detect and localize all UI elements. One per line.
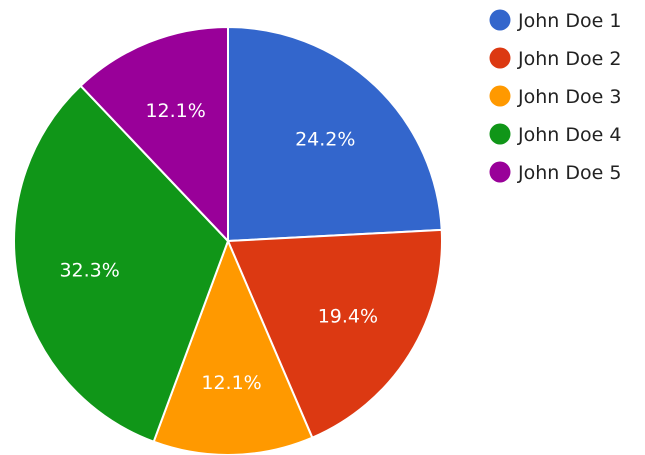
legend-swatch-4 — [489, 123, 511, 145]
legend-item-2[interactable]: John Doe 2 — [489, 47, 622, 71]
slice-percent-label-3: 12.1% — [201, 372, 261, 394]
pie-slice-1[interactable] — [227, 26, 443, 242]
legend-swatch-5 — [489, 161, 511, 183]
pie-slices — [13, 26, 443, 455]
legend-label-4: John Doe 4 — [517, 124, 621, 146]
pie-slice-4[interactable] — [13, 84, 229, 443]
legend-label-1: John Doe 1 — [517, 10, 621, 32]
legend-swatch-3 — [489, 85, 511, 107]
legend-label-2: John Doe 2 — [517, 48, 621, 70]
pie-slice-labels: 24.2% 19.4% 12.1% 32.3% 12.1% — [59, 100, 378, 394]
slice-percent-label-5: 12.1% — [145, 100, 205, 122]
slice-percent-label-1: 24.2% — [295, 129, 355, 151]
slice-percent-label-2: 19.4% — [318, 306, 378, 328]
legend-item-5[interactable]: John Doe 5 — [489, 161, 622, 185]
legend-item-3[interactable]: John Doe 3 — [489, 85, 622, 109]
legend-label-5: John Doe 5 — [517, 162, 621, 184]
legend-swatch-1 — [489, 9, 511, 31]
legend-item-1[interactable]: John Doe 1 — [489, 9, 622, 33]
pie-slice-5[interactable] — [79, 26, 229, 242]
slice-percent-label-4: 32.3% — [59, 259, 119, 281]
legend-swatch-2 — [489, 47, 511, 69]
legend-item-4[interactable]: John Doe 4 — [489, 123, 622, 147]
legend-label-3: John Doe 3 — [517, 86, 621, 108]
pie-slice-2[interactable] — [227, 228, 443, 439]
legend: John Doe 1 John Doe 2 John Doe 3 John Doe 4… — [489, 9, 622, 185]
